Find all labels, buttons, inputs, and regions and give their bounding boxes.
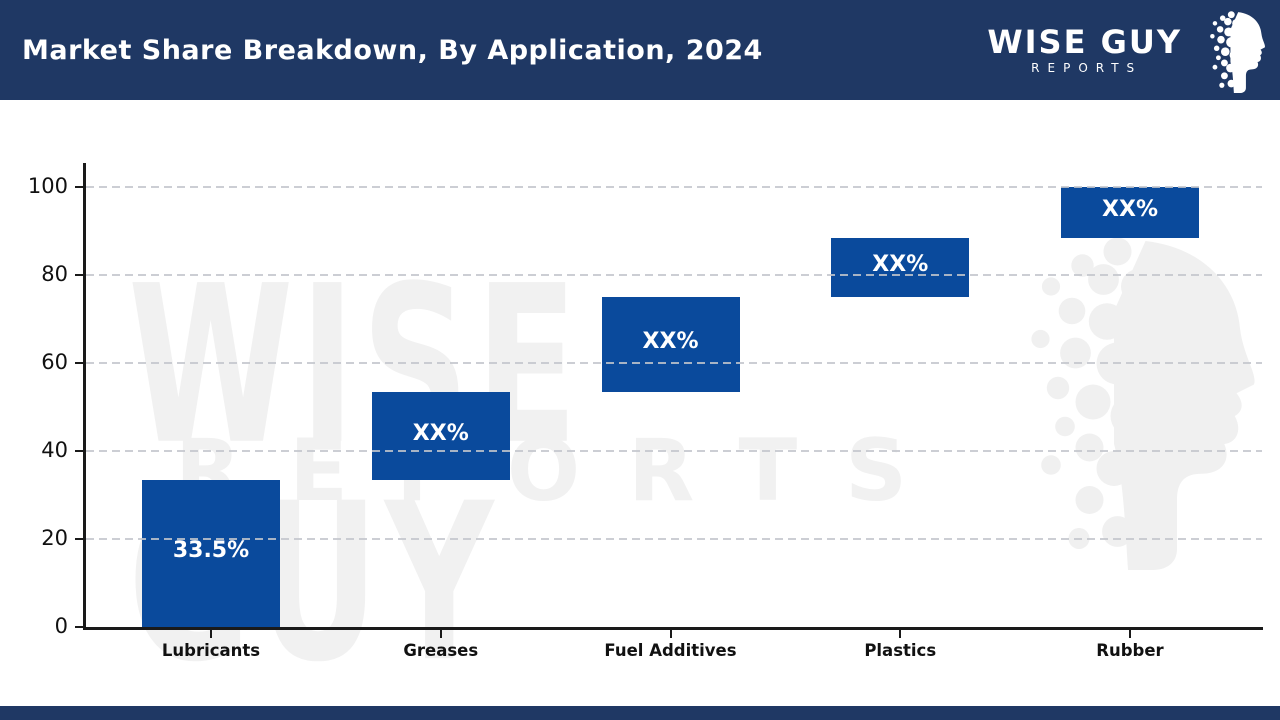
footer-bar <box>0 706 1280 720</box>
y-axis-tick-label: 80 <box>41 262 68 286</box>
bar-rubber <box>1061 187 1199 238</box>
y-axis-tick-label: 40 <box>41 438 68 462</box>
x-axis-tick <box>1129 630 1131 638</box>
bar-lubricants <box>142 479 280 627</box>
x-axis-category-label: Fuel Additives <box>604 641 737 660</box>
logo-text-reports: REPORTS <box>1031 61 1143 75</box>
y-axis-tick <box>75 274 83 276</box>
y-axis-tick-label: 20 <box>41 526 68 550</box>
bar-greases <box>371 391 510 480</box>
y-axis-tick-label: 0 <box>54 614 68 638</box>
chart-title: Market Share Breakdown, By Application, … <box>22 34 763 66</box>
y-axis-tick <box>75 626 83 628</box>
gridline <box>86 186 1262 188</box>
bar-value-label: XX% <box>642 329 699 355</box>
logo-head-icon <box>1210 11 1265 93</box>
gridline <box>86 362 1262 364</box>
x-axis-category-label: Plastics <box>864 641 937 660</box>
x-axis-category-label: Lubricants <box>161 641 261 660</box>
header-bar: Market Share Breakdown, By Application, … <box>0 0 1280 100</box>
gridline <box>86 538 1262 540</box>
x-axis-line <box>83 627 1263 630</box>
logo-text-wiseguy: WISE GUY <box>987 23 1182 61</box>
wise-guy-reports-logo: WISE GUY REPORTS <box>987 6 1280 94</box>
watermark-text-reports: REPORTS <box>175 421 956 521</box>
y-axis-tick <box>75 186 83 188</box>
bar-plastics <box>831 237 970 297</box>
y-axis-tick-label: 60 <box>41 350 68 374</box>
y-axis-line <box>83 163 86 629</box>
y-axis-tick <box>75 538 83 540</box>
x-axis-tick <box>439 630 442 638</box>
bar-value-label: 33.5% <box>172 538 250 564</box>
bar-value-label: XX% <box>1102 197 1158 223</box>
gridline <box>86 450 1262 452</box>
x-axis-category-label: Rubber <box>1096 641 1164 660</box>
y-axis-tick-label: 100 <box>27 174 68 198</box>
y-axis-tick <box>75 362 83 364</box>
x-axis-tick <box>669 630 672 638</box>
x-axis-tick <box>899 630 902 638</box>
bar-value-label: XX% <box>872 252 929 278</box>
bar-fuel-additives <box>601 297 740 392</box>
gridline <box>86 274 1262 276</box>
bar-value-label: XX% <box>412 420 469 446</box>
x-axis-category-label: Greases <box>403 641 479 660</box>
y-axis-tick <box>75 450 83 452</box>
x-axis-tick <box>210 630 212 638</box>
